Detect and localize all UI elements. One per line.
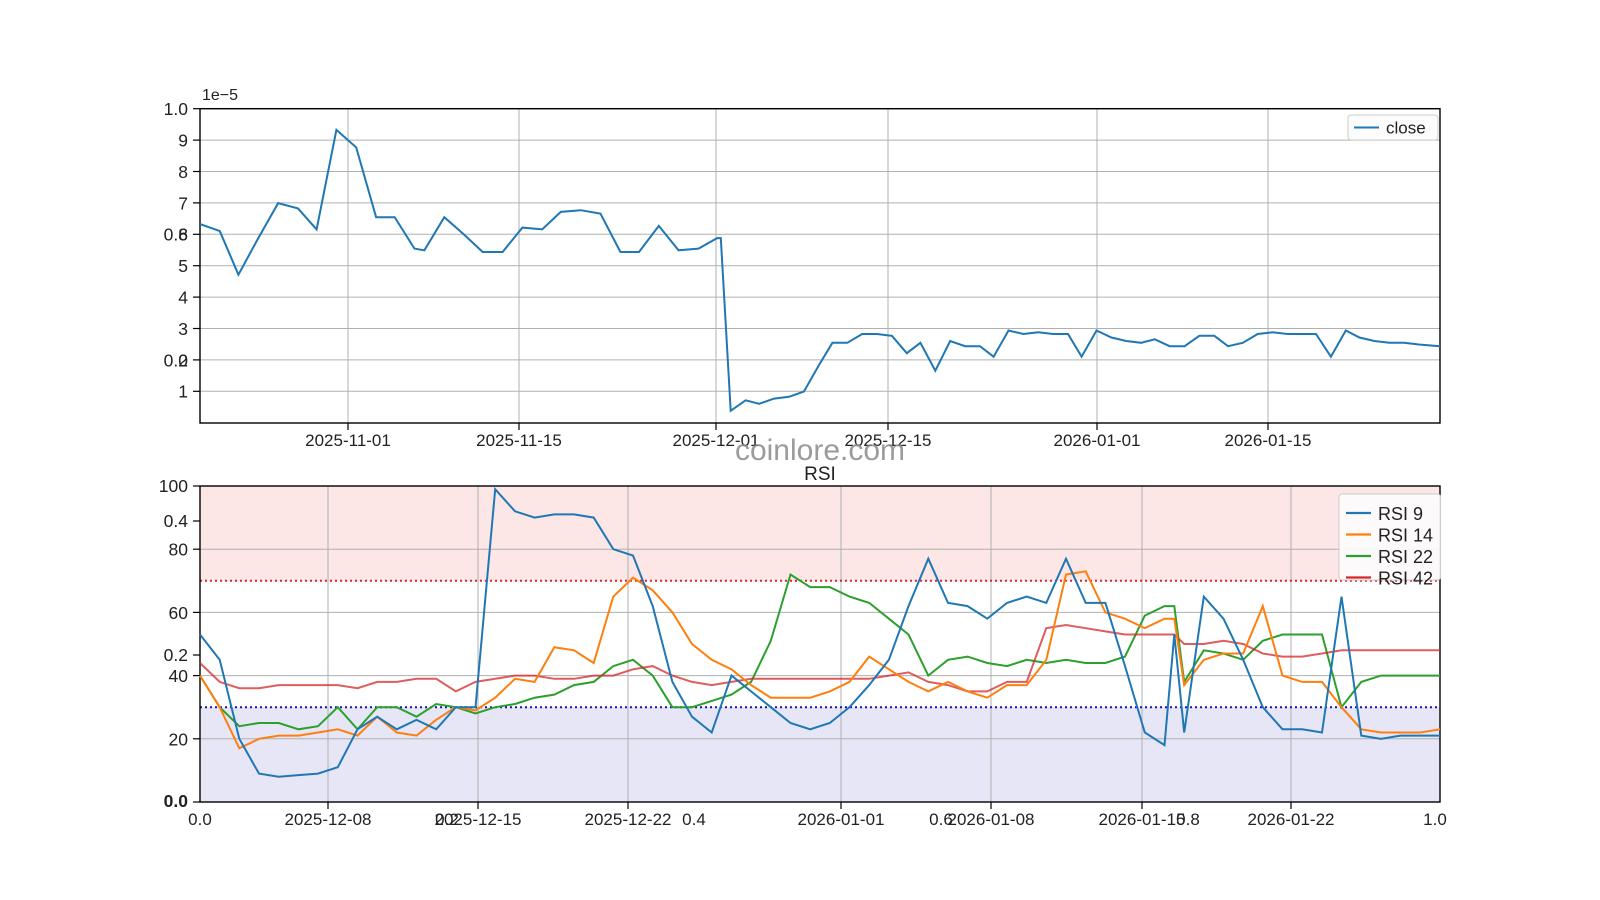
svg-text:1e−5: 1e−5 (202, 87, 238, 104)
svg-text:80: 80 (169, 540, 189, 560)
svg-text:0.2: 0.2 (164, 645, 188, 665)
svg-text:2026-01-15: 2026-01-15 (1225, 431, 1312, 450)
svg-text:40: 40 (169, 666, 189, 686)
svg-text:RSI 22: RSI 22 (1378, 547, 1433, 567)
svg-text:0.8: 0.8 (1176, 810, 1200, 829)
svg-text:0.6: 0.6 (929, 810, 953, 829)
svg-text:4: 4 (178, 288, 188, 308)
svg-text:RSI: RSI (804, 464, 836, 485)
svg-text:100: 100 (159, 476, 188, 496)
svg-text:60: 60 (169, 603, 189, 623)
svg-text:0.8: 0.8 (164, 225, 188, 245)
svg-text:5: 5 (178, 256, 188, 276)
svg-text:0.2: 0.2 (435, 810, 459, 829)
svg-text:0.0: 0.0 (164, 350, 189, 370)
svg-text:9: 9 (178, 131, 188, 151)
svg-text:7: 7 (178, 193, 188, 213)
svg-text:3: 3 (178, 319, 188, 339)
svg-text:1.0: 1.0 (164, 99, 189, 119)
svg-text:2026-01-01: 2026-01-01 (798, 810, 885, 829)
svg-text:20: 20 (169, 729, 189, 749)
svg-text:2026-01-22: 2026-01-22 (1248, 810, 1335, 829)
svg-text:2025-12-22: 2025-12-22 (585, 810, 672, 829)
svg-text:2025-11-15: 2025-11-15 (476, 431, 562, 450)
svg-text:2026-01-15: 2026-01-15 (1099, 810, 1186, 829)
svg-text:0.4: 0.4 (164, 511, 189, 531)
svg-text:2025-12-08: 2025-12-08 (285, 810, 372, 829)
svg-text:RSI 14: RSI 14 (1378, 526, 1433, 546)
svg-text:0.0: 0.0 (188, 810, 212, 829)
svg-text:2026-01-08: 2026-01-08 (948, 810, 1035, 829)
svg-text:coinlore.com: coinlore.com (735, 434, 905, 467)
svg-text:close: close (1386, 119, 1426, 138)
svg-text:2025-11-01: 2025-11-01 (305, 431, 391, 450)
svg-text:1: 1 (178, 382, 188, 402)
svg-text:RSI 9: RSI 9 (1378, 504, 1423, 524)
svg-text:1.0: 1.0 (1423, 810, 1447, 829)
svg-text:0.4: 0.4 (682, 810, 706, 829)
svg-text:2026-01-01: 2026-01-01 (1054, 431, 1141, 450)
svg-text:0.0: 0.0 (164, 791, 189, 811)
svg-text:RSI 42: RSI 42 (1378, 569, 1433, 589)
svg-text:8: 8 (178, 162, 188, 182)
